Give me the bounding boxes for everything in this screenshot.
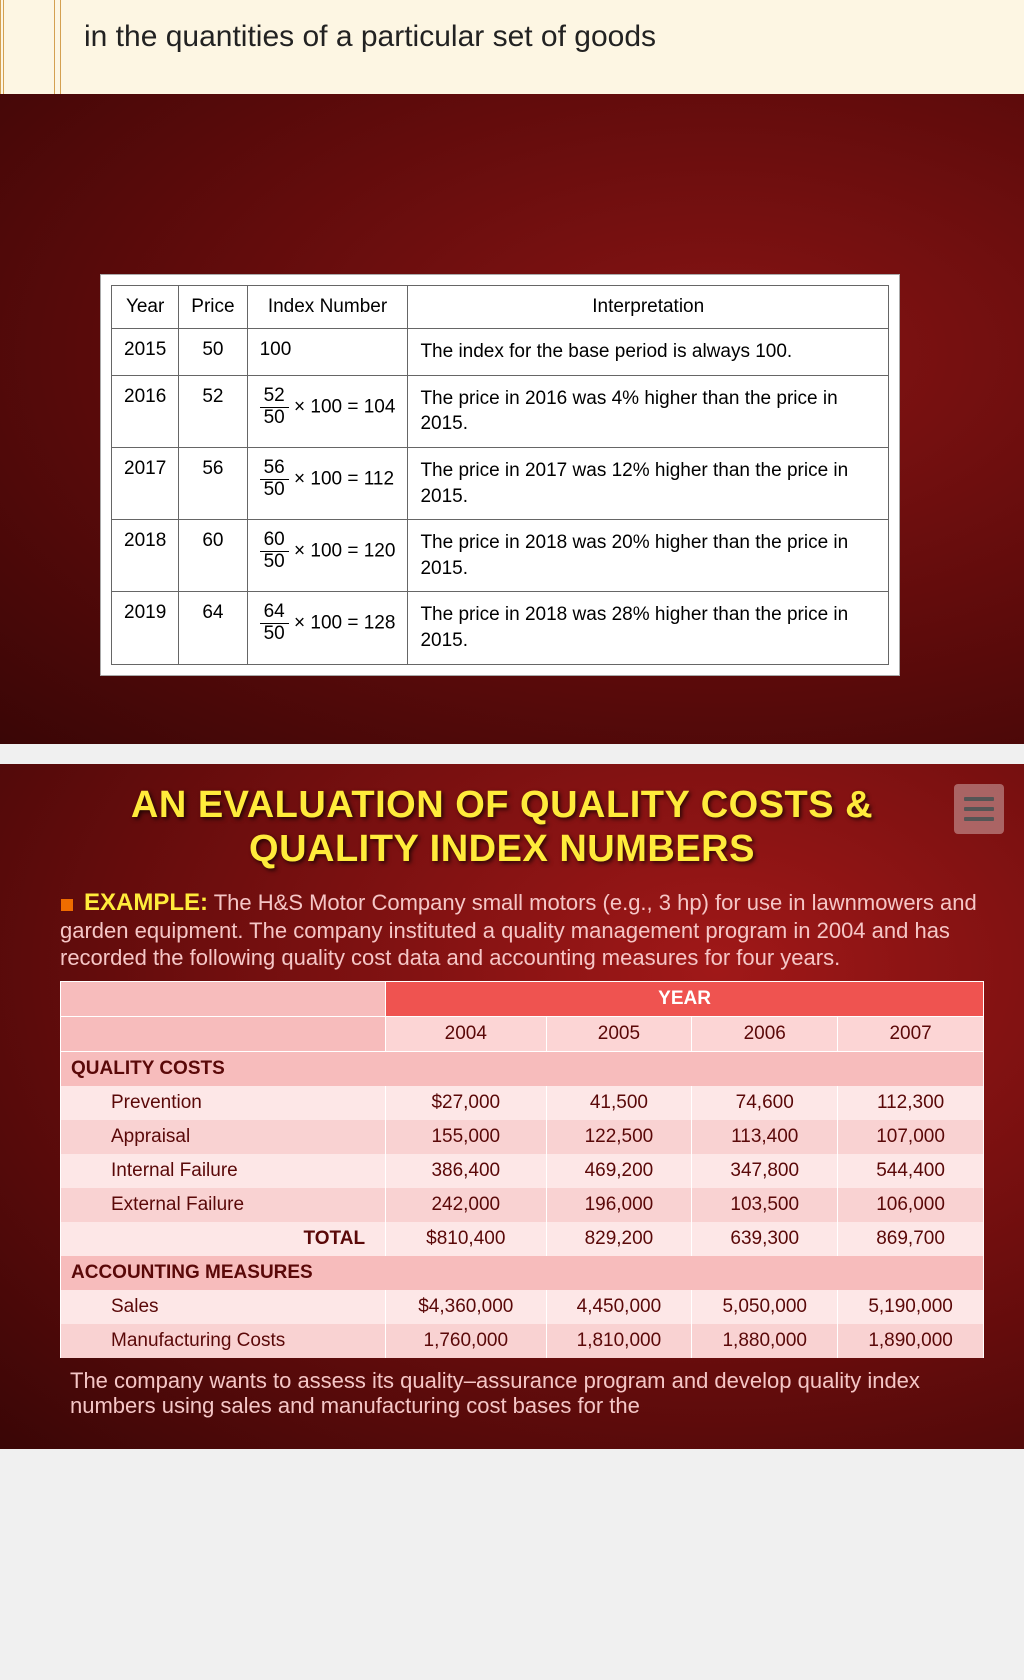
th-price: Price xyxy=(179,286,247,329)
notebook-text: in the quantities of a particular set of… xyxy=(84,20,984,54)
year-2006: 2006 xyxy=(692,1016,838,1051)
total-label: TOTAL xyxy=(61,1222,386,1256)
cell-index: 6050 × 100 = 120 xyxy=(247,520,408,592)
row-label: External Failure xyxy=(61,1188,386,1222)
heading-line2: QUALITY INDEX NUMBERS xyxy=(249,828,755,870)
index-slide: Year Price Index Number Interpretation 2… xyxy=(0,94,1024,744)
cell-index: 5650 × 100 = 112 xyxy=(247,447,408,519)
index-table-header-row: Year Price Index Number Interpretation xyxy=(112,286,889,329)
row-label: Manufacturing Costs xyxy=(61,1324,386,1358)
heading-line1: AN EVALUATION OF QUALITY COSTS & xyxy=(131,784,873,826)
row-value: 196,000 xyxy=(546,1188,692,1222)
table-row: Sales$4,360,0004,450,0005,050,0005,190,0… xyxy=(61,1290,984,1324)
index-row: 201550100The index for the base period i… xyxy=(112,329,889,376)
am-section-label: ACCOUNTING MEASURES xyxy=(61,1256,984,1290)
table-row: Prevention$27,00041,50074,600112,300 xyxy=(61,1086,984,1120)
row-value: 347,800 xyxy=(692,1154,838,1188)
cell-interpretation: The price in 2018 was 28% higher than th… xyxy=(408,592,889,664)
cell-interpretation: The price in 2016 was 4% higher than the… xyxy=(408,375,889,447)
bullet-square-icon xyxy=(60,898,74,912)
hamburger-menu-icon[interactable] xyxy=(954,784,1004,834)
row-label: Prevention xyxy=(61,1086,386,1120)
notebook-strip: in the quantities of a particular set of… xyxy=(0,0,1024,94)
slide-gap xyxy=(0,744,1024,764)
index-table: Year Price Index Number Interpretation 2… xyxy=(111,285,889,665)
table-row: Internal Failure386,400469,200347,800544… xyxy=(61,1154,984,1188)
year-2005: 2005 xyxy=(546,1016,692,1051)
table-row: External Failure242,000196,000103,500106… xyxy=(61,1188,984,1222)
cell-price: 56 xyxy=(179,447,247,519)
row-value: 113,400 xyxy=(692,1120,838,1154)
total-2005: 829,200 xyxy=(546,1222,692,1256)
row-value: 242,000 xyxy=(386,1188,546,1222)
th-index: Index Number xyxy=(247,286,408,329)
index-row: 2018606050 × 100 = 120The price in 2018 … xyxy=(112,520,889,592)
qc-year-header: YEAR xyxy=(386,981,984,1016)
row-value: 122,500 xyxy=(546,1120,692,1154)
index-table-panel: Year Price Index Number Interpretation 2… xyxy=(100,274,900,676)
row-value: 41,500 xyxy=(546,1086,692,1120)
cell-price: 60 xyxy=(179,520,247,592)
row-value: 103,500 xyxy=(692,1188,838,1222)
cell-index: 6450 × 100 = 128 xyxy=(247,592,408,664)
cell-price: 64 xyxy=(179,592,247,664)
cell-year: 2018 xyxy=(112,520,179,592)
cell-price: 50 xyxy=(179,329,247,376)
total-2007: 869,700 xyxy=(838,1222,984,1256)
row-label: Appraisal xyxy=(61,1120,386,1154)
row-value: $27,000 xyxy=(386,1086,546,1120)
row-value: 112,300 xyxy=(838,1086,984,1120)
quality-costs-slide: AN EVALUATION OF QUALITY COSTS & QUALITY… xyxy=(0,764,1024,1449)
table-row: Manufacturing Costs1,760,0001,810,0001,8… xyxy=(61,1324,984,1358)
row-value: 1,810,000 xyxy=(546,1324,692,1358)
row-value: 107,000 xyxy=(838,1120,984,1154)
qc-years-row: 2004 2005 2006 2007 xyxy=(61,1016,984,1051)
cell-year: 2016 xyxy=(112,375,179,447)
row-value: 1,760,000 xyxy=(386,1324,546,1358)
year-2004: 2004 xyxy=(386,1016,546,1051)
row-value: $4,360,000 xyxy=(386,1290,546,1324)
cell-index: 5250 × 100 = 104 xyxy=(247,375,408,447)
example-label: EXAMPLE: xyxy=(84,889,208,916)
row-value: 4,450,000 xyxy=(546,1290,692,1324)
index-row: 2017565650 × 100 = 112The price in 2017 … xyxy=(112,447,889,519)
qc-year-header-row: YEAR xyxy=(61,981,984,1016)
th-year: Year xyxy=(112,286,179,329)
cell-interpretation: The index for the base period is always … xyxy=(408,329,889,376)
cell-year: 2017 xyxy=(112,447,179,519)
total-2006: 639,300 xyxy=(692,1222,838,1256)
qc-section-row: QUALITY COSTS xyxy=(61,1051,984,1086)
index-row: 2019646450 × 100 = 128The price in 2018 … xyxy=(112,592,889,664)
row-value: 5,050,000 xyxy=(692,1290,838,1324)
slide-heading: AN EVALUATION OF QUALITY COSTS & QUALITY… xyxy=(60,784,984,889)
index-row: 2016525250 × 100 = 104The price in 2016 … xyxy=(112,375,889,447)
example-block: EXAMPLE: The H&S Motor Company small mot… xyxy=(60,889,984,971)
cell-index: 100 xyxy=(247,329,408,376)
row-value: 106,000 xyxy=(838,1188,984,1222)
qc-section-label: QUALITY COSTS xyxy=(61,1051,984,1086)
th-interp: Interpretation xyxy=(408,286,889,329)
row-value: 386,400 xyxy=(386,1154,546,1188)
cell-interpretation: The price in 2018 was 20% higher than th… xyxy=(408,520,889,592)
closing-text: The company wants to assess its quality–… xyxy=(60,1358,984,1419)
qc-total-row: TOTAL $810,400 829,200 639,300 869,700 xyxy=(61,1222,984,1256)
cell-year: 2015 xyxy=(112,329,179,376)
row-label: Sales xyxy=(61,1290,386,1324)
cell-year: 2019 xyxy=(112,592,179,664)
am-section-row: ACCOUNTING MEASURES xyxy=(61,1256,984,1290)
total-2004: $810,400 xyxy=(386,1222,546,1256)
cell-interpretation: The price in 2017 was 12% higher than th… xyxy=(408,447,889,519)
row-value: 155,000 xyxy=(386,1120,546,1154)
row-label: Internal Failure xyxy=(61,1154,386,1188)
row-value: 1,890,000 xyxy=(838,1324,984,1358)
table-row: Appraisal155,000122,500113,400107,000 xyxy=(61,1120,984,1154)
row-value: 1,880,000 xyxy=(692,1324,838,1358)
cell-price: 52 xyxy=(179,375,247,447)
row-value: 74,600 xyxy=(692,1086,838,1120)
row-value: 544,400 xyxy=(838,1154,984,1188)
year-2007: 2007 xyxy=(838,1016,984,1051)
row-value: 469,200 xyxy=(546,1154,692,1188)
row-value: 5,190,000 xyxy=(838,1290,984,1324)
quality-costs-table: YEAR 2004 2005 2006 2007 QUALITY COSTS P… xyxy=(60,981,984,1358)
